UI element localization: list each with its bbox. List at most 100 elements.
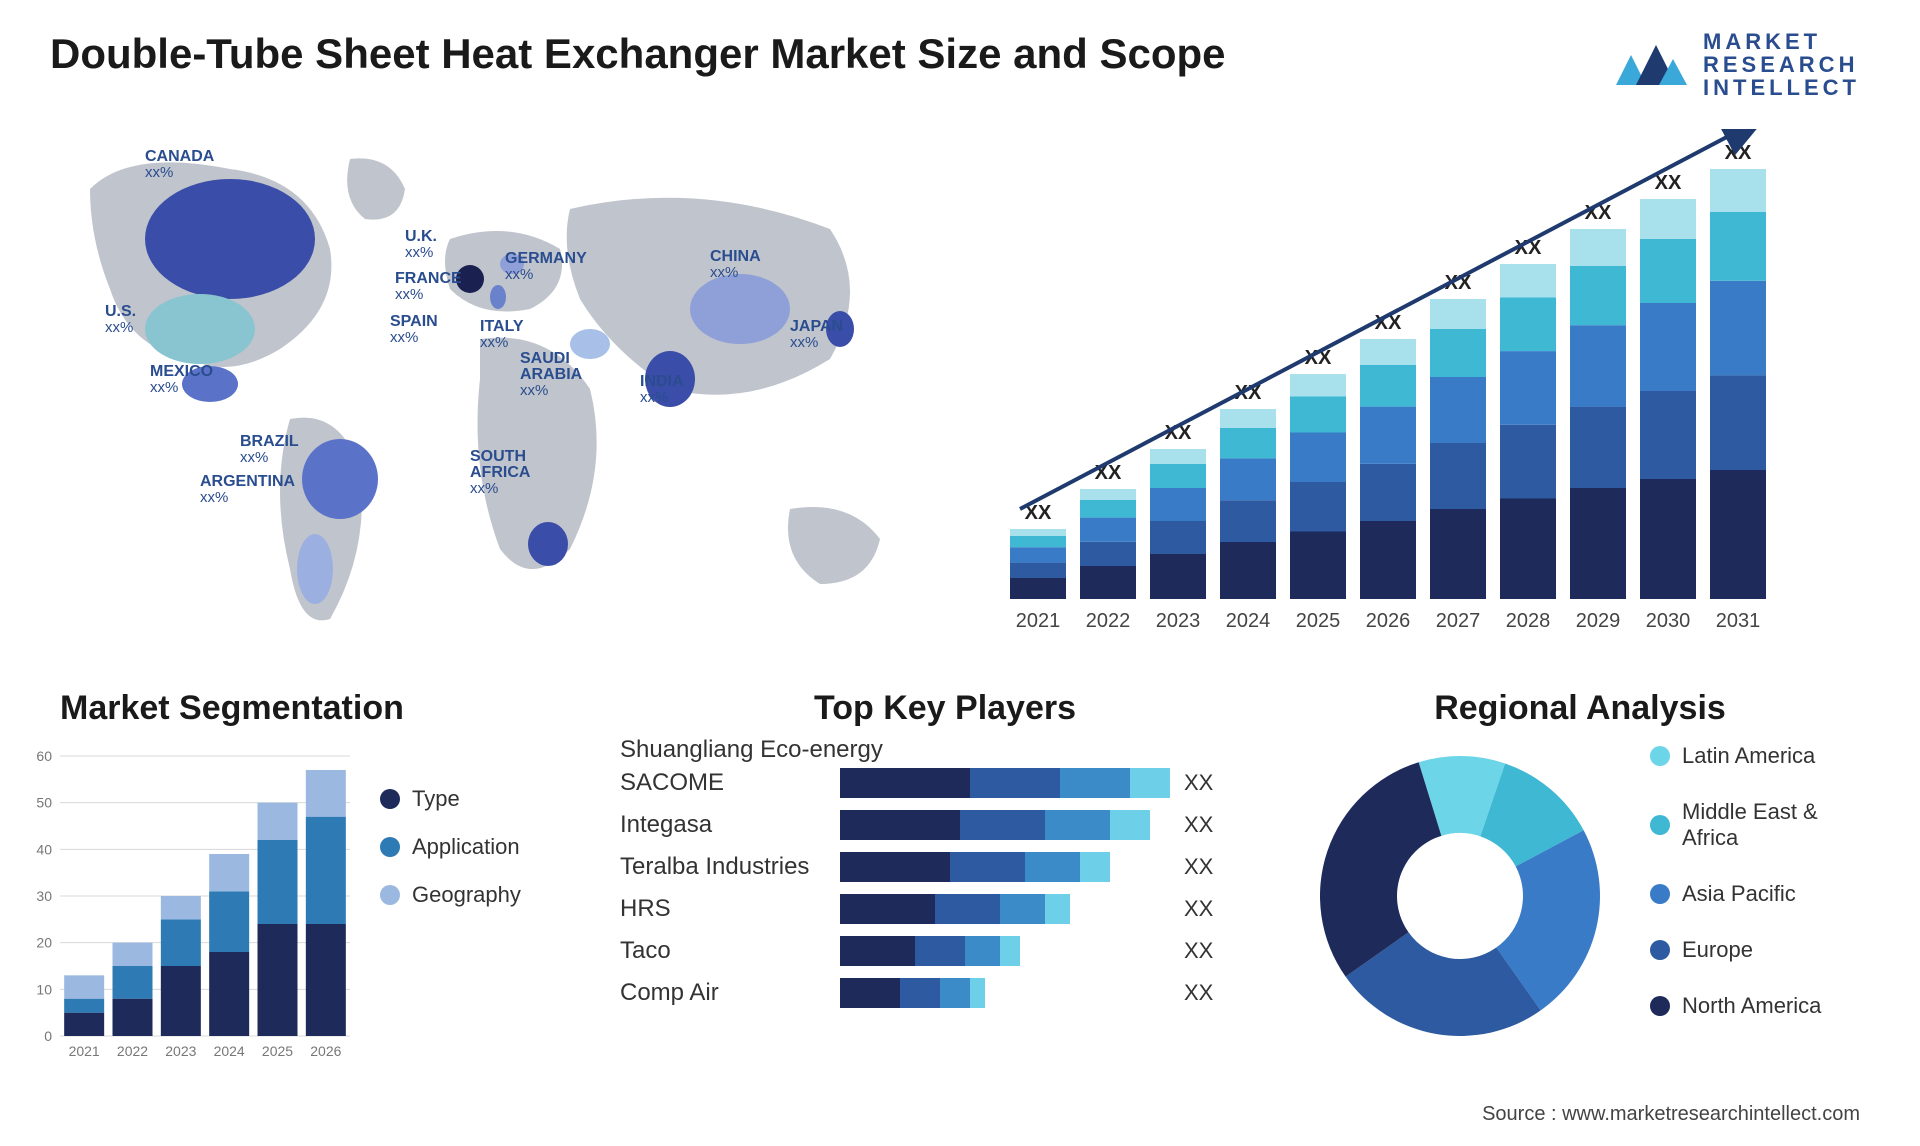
player-bar-seg bbox=[1000, 894, 1045, 924]
growth-bar-label: XX bbox=[1725, 142, 1752, 164]
seg-ytick: 30 bbox=[36, 888, 52, 904]
player-bar-seg bbox=[1130, 768, 1170, 798]
player-bar-seg bbox=[840, 768, 970, 798]
seg-bar-seg bbox=[113, 943, 153, 966]
legend-dot bbox=[380, 885, 400, 905]
player-bar-seg bbox=[900, 978, 940, 1008]
map-label: ITALYxx% bbox=[480, 319, 524, 350]
growth-bar-seg bbox=[1570, 229, 1626, 266]
player-bar-seg bbox=[950, 852, 1025, 882]
seg-bar-seg bbox=[258, 840, 298, 924]
map-label: U.K.xx% bbox=[405, 229, 437, 260]
top-section: CANADAxx%U.S.xx%MEXICOxx%BRAZILxx%ARGENT… bbox=[0, 109, 1920, 679]
player-bar bbox=[840, 936, 1170, 966]
growth-bar-seg bbox=[1290, 532, 1346, 600]
growth-bar-seg bbox=[1710, 212, 1766, 281]
player-name: Taco bbox=[620, 937, 840, 965]
world-map-panel: CANADAxx%U.S.xx%MEXICOxx%BRAZILxx%ARGENT… bbox=[50, 129, 950, 649]
player-name: Comp Air bbox=[620, 979, 840, 1007]
growth-bar-seg bbox=[1220, 428, 1276, 458]
growth-year-label: 2024 bbox=[1226, 610, 1271, 632]
players-rows: SACOME XX Integasa XX Teralba Industries… bbox=[620, 768, 1270, 1008]
donut-chart bbox=[1300, 736, 1620, 1056]
seg-xtick: 2025 bbox=[262, 1043, 293, 1059]
player-bar-seg bbox=[1080, 852, 1110, 882]
regional-panel: Regional Analysis Latin AmericaMiddle Ea… bbox=[1300, 689, 1860, 1066]
player-bar-seg bbox=[970, 768, 1060, 798]
player-bar bbox=[840, 810, 1170, 840]
growth-bar-seg bbox=[1360, 464, 1416, 521]
growth-bar-seg bbox=[1290, 482, 1346, 532]
legend-item: North America bbox=[1650, 993, 1860, 1019]
player-value: XX bbox=[1170, 938, 1230, 964]
growth-bar-seg bbox=[1570, 325, 1626, 406]
growth-bar-seg bbox=[1290, 374, 1346, 397]
seg-bar-seg bbox=[258, 924, 298, 1036]
growth-bar-seg bbox=[1010, 563, 1066, 578]
growth-bar-seg bbox=[1010, 547, 1066, 562]
player-row: SACOME XX bbox=[620, 768, 1270, 798]
growth-bar-seg bbox=[1360, 521, 1416, 599]
growth-bar-seg bbox=[1150, 488, 1206, 521]
map-label: ARGENTINAxx% bbox=[200, 474, 295, 505]
growth-bar-seg bbox=[1080, 542, 1136, 566]
growth-bar-seg bbox=[1640, 303, 1696, 391]
map-label: SOUTHAFRICAxx% bbox=[470, 449, 530, 496]
safrica-shape bbox=[528, 522, 568, 566]
italy-shape bbox=[490, 285, 506, 309]
player-value: XX bbox=[1170, 980, 1230, 1006]
growth-bar-seg bbox=[1570, 266, 1626, 325]
argentina-shape bbox=[297, 534, 333, 604]
seg-bar-seg bbox=[64, 976, 104, 999]
growth-year-label: 2030 bbox=[1646, 610, 1691, 632]
legend-dot bbox=[1650, 746, 1670, 766]
page-title: Double-Tube Sheet Heat Exchanger Market … bbox=[50, 30, 1226, 78]
legend-label: Middle East &Africa bbox=[1682, 799, 1818, 851]
legend-dot bbox=[1650, 884, 1670, 904]
growth-year-label: 2021 bbox=[1016, 610, 1061, 632]
player-bar-seg bbox=[1045, 894, 1070, 924]
growth-bar-seg bbox=[1430, 299, 1486, 329]
seg-bar-seg bbox=[306, 924, 346, 1036]
map-label: CHINAxx% bbox=[710, 249, 761, 280]
player-value: XX bbox=[1170, 812, 1230, 838]
growth-bar-seg bbox=[1570, 407, 1626, 488]
seg-bar-seg bbox=[306, 817, 346, 924]
growth-bar-seg bbox=[1500, 499, 1556, 600]
map-label: MEXICOxx% bbox=[150, 364, 213, 395]
player-name: Integasa bbox=[620, 811, 840, 839]
growth-bar-seg bbox=[1640, 239, 1696, 303]
legend-label: North America bbox=[1682, 993, 1821, 1019]
player-row: Taco XX bbox=[620, 936, 1270, 966]
player-bar-seg bbox=[915, 936, 965, 966]
map-label: SAUDIARABIAxx% bbox=[520, 351, 582, 398]
player-bar-seg bbox=[840, 810, 960, 840]
donut-slice bbox=[1320, 763, 1441, 977]
seg-bar-seg bbox=[258, 803, 298, 840]
canada-shape bbox=[145, 179, 315, 299]
growth-bar-seg bbox=[1150, 554, 1206, 599]
growth-year-label: 2031 bbox=[1716, 610, 1761, 632]
legend-dot bbox=[1650, 815, 1670, 835]
legend-dot bbox=[1650, 940, 1670, 960]
legend-item: Application bbox=[380, 834, 590, 860]
player-value: XX bbox=[1170, 896, 1230, 922]
legend-label: Asia Pacific bbox=[1682, 881, 1796, 907]
seg-bar-seg bbox=[306, 770, 346, 817]
player-value: XX bbox=[1170, 770, 1230, 796]
growth-year-label: 2026 bbox=[1366, 610, 1411, 632]
player-bar-seg bbox=[840, 936, 915, 966]
legend-item: Type bbox=[380, 786, 590, 812]
map-label: BRAZILxx% bbox=[240, 434, 299, 465]
seg-xtick: 2022 bbox=[117, 1043, 148, 1059]
player-name: SACOME bbox=[620, 769, 840, 797]
player-row: Comp Air XX bbox=[620, 978, 1270, 1008]
growth-year-label: 2025 bbox=[1296, 610, 1341, 632]
us-shape bbox=[145, 294, 255, 364]
map-label: GERMANYxx% bbox=[505, 251, 587, 282]
growth-bar-seg bbox=[1220, 542, 1276, 599]
logo-line: MARKET bbox=[1703, 30, 1860, 53]
source-text: Source : www.marketresearchintellect.com bbox=[1482, 1103, 1860, 1126]
growth-chart-panel: XX2021XX2022XX2023XX2024XX2025XX2026XX20… bbox=[990, 129, 1860, 649]
seg-bar-seg bbox=[209, 952, 249, 1036]
